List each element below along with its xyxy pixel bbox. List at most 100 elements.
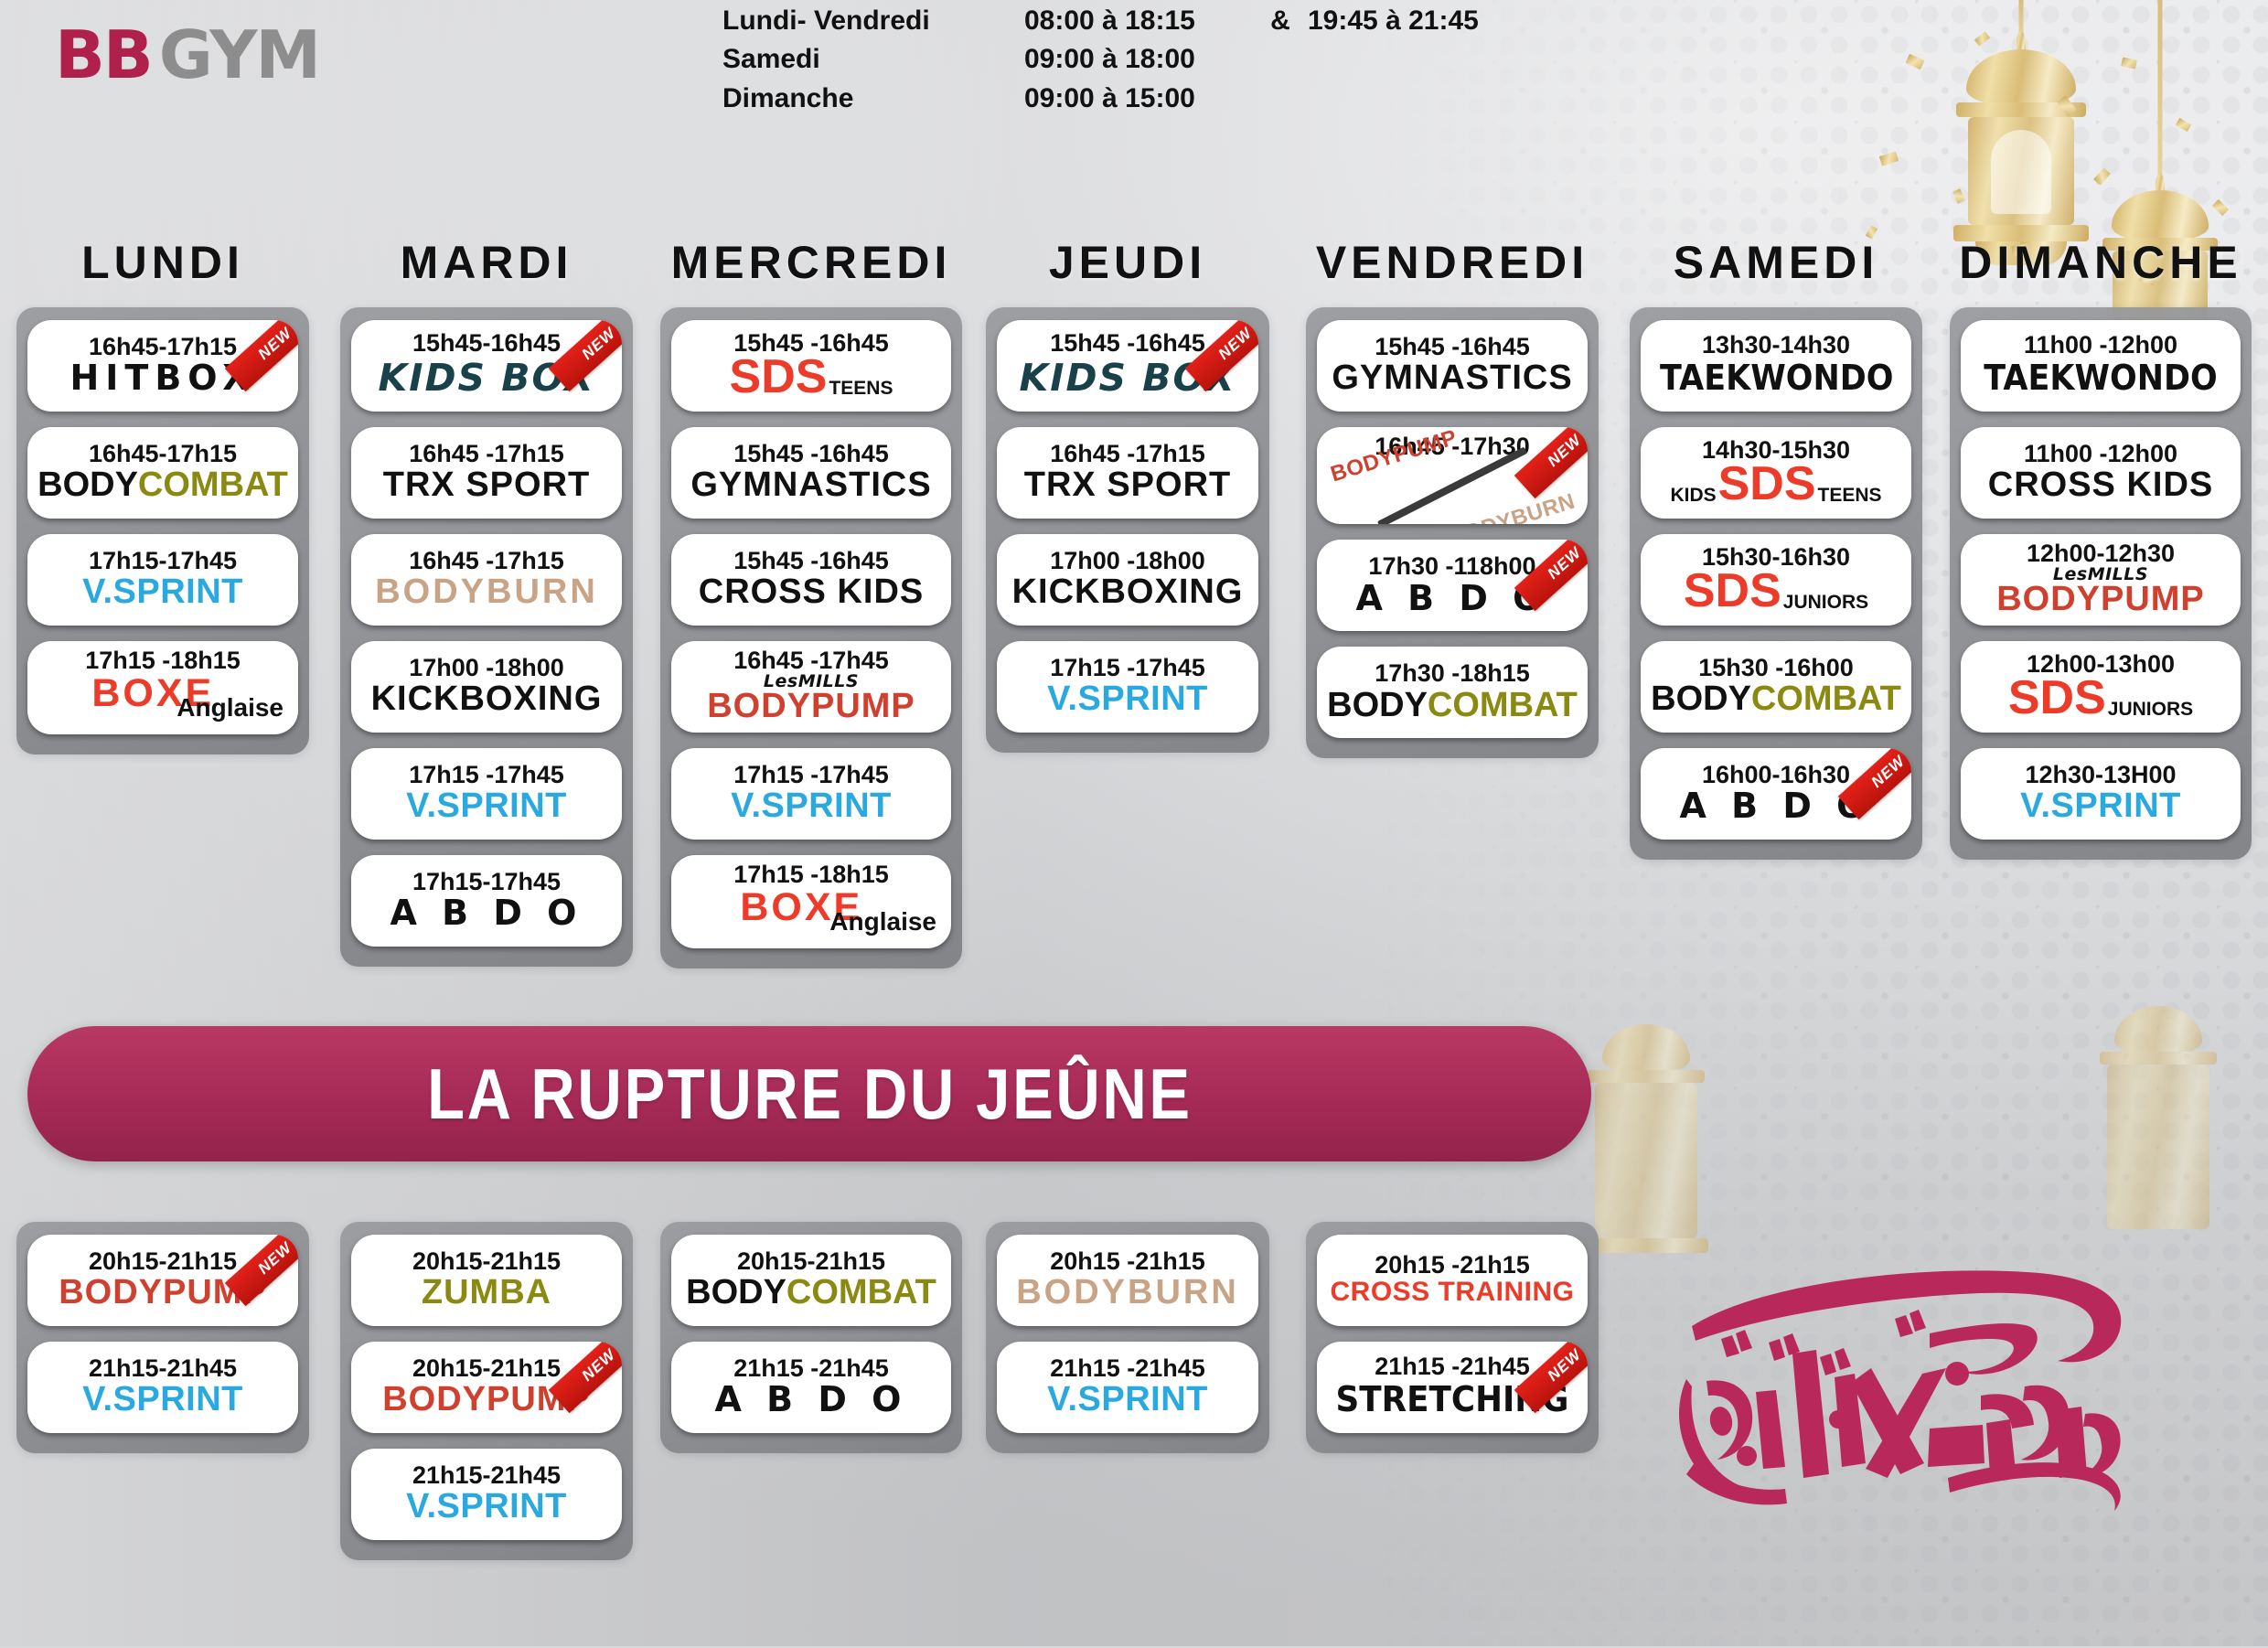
class-card[interactable]: 15h45-16h45 KIDS BOX NEW xyxy=(351,320,622,412)
ramadan-kareem-calligraphy xyxy=(1655,1216,2167,1518)
class-name: CROSS KIDS xyxy=(1987,466,2214,505)
class-time: 16h45-17h15 xyxy=(88,332,238,360)
class-card[interactable]: 11h00 -12h00 TAEKWONDO xyxy=(1961,320,2241,412)
class-card[interactable]: 17h00 -18h00 KICKBOXING xyxy=(997,534,1258,626)
day-column-samedi: SAMEDI 13h30-14h30 TAEKWONDO 14h30-15h30 KID… xyxy=(1630,240,1922,860)
evening-panel: 20h15 -21h15 BODYBURN 21h15 -21h45 V.SPRINT xyxy=(986,1222,1269,1453)
class-card[interactable]: 16h45 -17h15 TRX SPORT xyxy=(351,427,622,519)
evening-panel: 20h15 -21h15 CROSS TRAINING 21h15 -21h45 ST… xyxy=(1306,1222,1599,1453)
afternoon-panel: 13h30-14h30 TAEKWONDO 14h30-15h30 KIDS SDS TE… xyxy=(1630,307,1922,860)
class-card[interactable]: 17h30 -118h00 A B D O NEW xyxy=(1317,540,1588,632)
day-header-jeudi: JEUDI xyxy=(1048,237,1207,288)
class-card[interactable]: 20h15-21h15 BODYPUMP NEW xyxy=(351,1342,622,1433)
brand-logo: BB GYM xyxy=(55,22,321,88)
class-card[interactable]: 15h45 -16h45 GYMNASTICS xyxy=(1317,320,1588,412)
class-name: V.SPRINT xyxy=(406,787,567,826)
class-name-main: SDS xyxy=(1683,564,1781,618)
class-name: HITBOX xyxy=(70,358,256,399)
day-header-mardi: MARDI xyxy=(400,237,573,288)
class-card[interactable]: 17h30 -18h15 BODYCOMBAT xyxy=(1317,647,1588,739)
class-time: 21h15 -21h45 xyxy=(1050,1354,1205,1382)
class-card[interactable]: 17h15 -17h45 V.SPRINT xyxy=(671,748,951,840)
class-time: 15h45 -16h45 xyxy=(1050,328,1205,357)
class-card[interactable]: 21h15-21h45 V.SPRINT xyxy=(351,1449,622,1540)
class-name: TAEKWONDO xyxy=(1984,358,2218,399)
class-name: CROSS KIDS xyxy=(698,573,925,612)
class-time: 16h00-16h30 xyxy=(1701,760,1851,788)
day-column-jeudi: JEUDI 15h45 -16h45 KIDS BOX NEW 16h45 -17h15… xyxy=(986,237,1269,1453)
class-card[interactable]: 17h15-17h45 A B D O xyxy=(351,855,622,947)
brand-logo-gym: GYM xyxy=(158,16,321,93)
class-name-main: BOXE xyxy=(91,671,215,716)
afternoon-panel: 11h00 -12h00 TAEKWONDO 11h00 -12h00 CROSS K… xyxy=(1950,307,2252,861)
class-card[interactable]: 21h15 -21h45 V.SPRINT xyxy=(997,1342,1258,1433)
class-card[interactable]: 20h15 -21h15 BODYBURN xyxy=(997,1235,1258,1326)
class-card[interactable]: 12h00-12h30 LesMILLS BODYPUMP xyxy=(1961,534,2241,626)
class-name: BODYCOMBAT xyxy=(1650,681,1902,717)
class-card[interactable]: 17h15 -18h15 BOXE Anglaise xyxy=(671,855,951,949)
class-name: ZUMBA xyxy=(421,1273,552,1312)
class-card[interactable]: 16h45 -17h15 BODYBURN xyxy=(351,534,622,626)
day-header-lundi: LUNDI xyxy=(81,237,244,288)
class-card[interactable]: 12h00-13h00 SDS JUNIORS xyxy=(1961,641,2241,733)
class-name: V.SPRINT xyxy=(1047,1380,1208,1419)
class-name: A B D O xyxy=(1355,577,1549,618)
afternoon-panel: 15h45 -16h45 SDS TEENS 15h45 -16h45 GYMNASTI… xyxy=(660,307,962,969)
opening-hours-time1: 08:00 à 18:15 xyxy=(1024,5,1195,36)
class-card[interactable]: 15h45 -16h45 GYMNASTICS xyxy=(671,427,951,519)
class-card[interactable]: 15h45 -16h45 KIDS BOX NEW xyxy=(997,320,1258,412)
banner-label: LA RUPTURE DU JEÛNE xyxy=(426,1053,1193,1134)
class-card[interactable]: 11h00 -12h00 CROSS KIDS xyxy=(1961,427,2241,519)
class-name: KIDS SDS TEENS xyxy=(1650,460,1902,508)
class-name: V.SPRINT xyxy=(1047,680,1208,719)
class-name-part2: COMBAT xyxy=(137,466,288,505)
class-card[interactable]: 15h45 -16h45 CROSS KIDS xyxy=(671,534,951,626)
class-name-main: SDS xyxy=(729,350,828,404)
class-name: A B D O xyxy=(1679,786,1873,827)
class-card[interactable]: 13h30-14h30 TAEKWONDO xyxy=(1641,320,1911,412)
class-card[interactable]: 20h15-21h15 BODYPUMP NEW xyxy=(27,1235,298,1326)
class-time: 16h45 -17h15 xyxy=(409,439,564,467)
class-card[interactable]: 16h45-17h15 HITBOX NEW xyxy=(27,320,298,412)
opening-hours-time2: 19:45 à 21:45 xyxy=(1308,5,1479,36)
evening-panel: 20h15-21h15 BODYPUMP NEW 21h15-21h45 V.SPRIN… xyxy=(16,1222,309,1453)
class-time: 17h15-17h45 xyxy=(412,867,562,895)
class-card[interactable]: 17h15-17h45 V.SPRINT xyxy=(27,534,298,626)
class-card[interactable]: 17h15 -17h45 V.SPRINT xyxy=(351,748,622,840)
class-card[interactable]: 15h30 -16h00 BODYCOMBAT xyxy=(1641,641,1911,733)
day-column-vendredi: VENDREDI 15h45 -16h45 GYMNASTICS 16h45 -17h… xyxy=(1306,240,1599,1453)
class-card[interactable]: 20h15-21h15 ZUMBA xyxy=(351,1235,622,1326)
class-name: SDS JUNIORS xyxy=(1970,674,2231,722)
class-card[interactable]: 15h45 -16h45 SDS TEENS xyxy=(671,320,951,412)
class-card[interactable]: 16h45 -17h30 BODYPUMP BODYBURN NEW xyxy=(1317,427,1588,525)
class-card[interactable]: 17h15 -18h15 BOXE Anglaise xyxy=(27,641,298,735)
class-name-suffix: JUNIORS xyxy=(1782,592,1869,614)
class-time: 20h15-21h15 xyxy=(412,1354,562,1382)
class-time: 17h15-17h45 xyxy=(88,546,238,574)
class-card[interactable]: 16h45 -17h45 LesMILLS BODYPUMP xyxy=(671,641,951,733)
class-card[interactable]: 21h15 -21h45 STRETCHING NEW xyxy=(1317,1342,1588,1433)
day-column-lundi: LUNDI 16h45-17h15 HITBOX NEW 16h45-17h15 BODY… xyxy=(16,237,309,1453)
class-card[interactable]: 20h15 -21h15 CROSS TRAINING xyxy=(1317,1235,1588,1326)
evening-panel: 20h15-21h15 BODYCOMBAT 21h15 -21h45 A B D O xyxy=(660,1222,962,1453)
class-time: 15h45 -16h45 xyxy=(733,546,889,574)
class-name: SDS JUNIORS xyxy=(1650,564,1902,618)
class-card[interactable]: 12h30-13H00 V.SPRINT xyxy=(1961,748,2241,840)
class-time: 17h00 -18h00 xyxy=(1050,546,1205,574)
class-card[interactable]: 17h15 -17h45 V.SPRINT xyxy=(997,641,1258,733)
class-card[interactable]: 14h30-15h30 KIDS SDS TEENS xyxy=(1641,427,1911,519)
class-name: KICKBOXING xyxy=(370,680,603,719)
class-card[interactable]: 16h45 -17h15 TRX SPORT xyxy=(997,427,1258,519)
opening-hours-ampersand xyxy=(1253,81,1308,120)
class-time: 17h15 -17h45 xyxy=(409,760,564,788)
class-card[interactable]: 21h15-21h45 V.SPRINT xyxy=(27,1342,298,1433)
opening-hours-ampersand xyxy=(1253,42,1308,80)
lesmills-label: LesMILLS xyxy=(763,671,860,692)
class-time: 17h30 -118h00 xyxy=(1368,552,1536,581)
class-card[interactable]: 16h00-16h30 A B D O NEW xyxy=(1641,748,1911,840)
class-card[interactable]: 20h15-21h15 BODYCOMBAT xyxy=(671,1235,951,1326)
class-card[interactable]: 15h30-16h30 SDS JUNIORS xyxy=(1641,534,1911,626)
class-card[interactable]: 17h00 -18h00 KICKBOXING xyxy=(351,641,622,733)
class-card[interactable]: 16h45-17h15 BODYCOMBAT xyxy=(27,427,298,519)
class-card[interactable]: 21h15 -21h45 A B D O xyxy=(671,1342,951,1433)
